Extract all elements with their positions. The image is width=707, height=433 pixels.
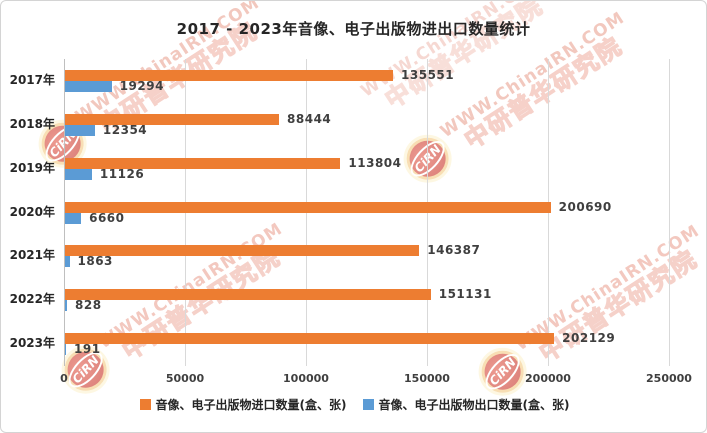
data-label-import: 88444 (287, 111, 332, 126)
gridline (548, 59, 549, 366)
legend-swatch-icon (139, 398, 151, 410)
bar-import-2022年 (65, 289, 431, 301)
bar-import-2020年 (65, 201, 551, 213)
data-label-export: 6660 (89, 210, 125, 225)
data-label-export: 19294 (119, 78, 164, 93)
category-label: 2019年 (9, 160, 55, 175)
data-label-import: 202129 (562, 331, 616, 346)
bar-import-2018年 (65, 113, 280, 125)
category-label: 2017年 (9, 72, 55, 87)
category-axis-line (64, 59, 65, 366)
legend-label: 音像、电子出版物出口数量(盒、张) (378, 397, 570, 412)
legend-item: 音像、电子出版物出口数量(盒、张) (362, 396, 570, 413)
bar-export-2023年 (65, 344, 66, 356)
gridline (185, 59, 186, 366)
x-tick-label: 100000 (283, 372, 329, 385)
category-label: 2022年 (9, 292, 55, 307)
legend-label: 音像、电子出版物进口数量(盒、张) (155, 397, 347, 412)
gridline (669, 59, 670, 366)
chart-title: 2017 - 2023年音像、电子出版物进出口数量统计 (176, 20, 531, 38)
bar-import-2019年 (65, 157, 341, 169)
bar-export-2018年 (65, 124, 95, 136)
bar-import-2017年 (65, 69, 394, 81)
bar-import-2021年 (65, 245, 420, 257)
x-tick-label: 50000 (165, 372, 205, 385)
x-tick-label: 250000 (646, 372, 692, 385)
legend: 音像、电子出版物进口数量(盒、张) 音像、电子出版物出口数量(盒、张) (1, 395, 706, 413)
data-label-import: 151131 (438, 287, 492, 302)
data-label-import: 200690 (558, 199, 612, 214)
bar-export-2019年 (65, 168, 92, 180)
category-label: 2018年 (9, 116, 55, 131)
bar-export-2020年 (65, 212, 82, 224)
y-axis-labels: 2017年 2018年 2019年 2020年 2021年 2022年 2023年 (1, 59, 59, 366)
category-label: 2020年 (9, 204, 55, 219)
x-axis-labels: 0 50000 100000 150000 200000 250000 (60, 370, 692, 386)
x-tick-label: 150000 (404, 372, 450, 385)
x-tick-label: 200000 (525, 372, 571, 385)
gridline (306, 59, 307, 366)
category-label: 2023年 (9, 336, 55, 351)
data-label-export: 828 (75, 298, 102, 313)
bar-export-2021年 (65, 256, 70, 268)
gridline (427, 59, 428, 366)
data-label-export: 11126 (99, 166, 145, 181)
bar-import-2023年 (65, 333, 555, 345)
data-label-export: 12354 (102, 122, 148, 137)
bar-export-2022年 (65, 300, 67, 312)
data-label-import: 113804 (348, 155, 402, 170)
x-tick-label: 0 (60, 372, 68, 385)
legend-swatch-icon (362, 398, 374, 410)
category-label: 2021年 (9, 248, 55, 263)
plot-area: 135551 19294 88444 12354 113804 11126 200690 66… (64, 59, 670, 366)
data-label-import: 135551 (401, 67, 455, 82)
data-label-export: 191 (74, 342, 101, 357)
legend-item: 音像、电子出版物进口数量(盒、张) (139, 396, 347, 413)
data-label-import: 146387 (427, 243, 481, 258)
data-label-export: 1863 (77, 254, 113, 269)
bar-export-2017年 (65, 80, 112, 92)
